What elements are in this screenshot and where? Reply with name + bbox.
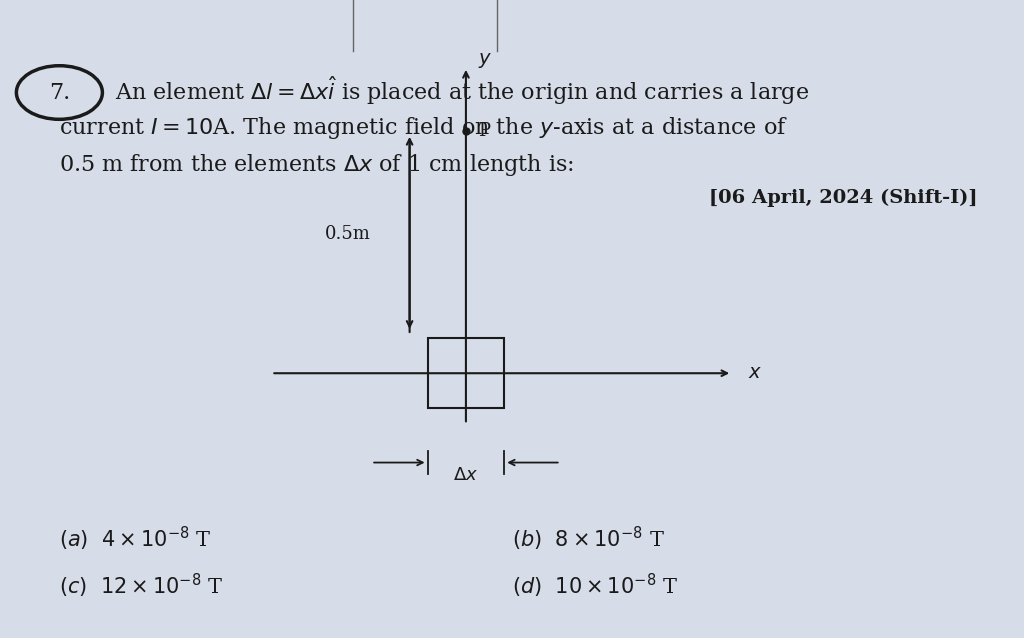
Text: $y$: $y$ bbox=[478, 51, 493, 70]
Text: 7.: 7. bbox=[49, 82, 70, 103]
Text: $(c)$  $12 \times 10^{-8}$ T: $(c)$ $12 \times 10^{-8}$ T bbox=[59, 572, 224, 600]
Bar bbox=[428, 338, 505, 408]
Text: 0.5m: 0.5m bbox=[326, 225, 371, 244]
Text: $x$: $x$ bbox=[748, 364, 762, 382]
Text: 0.5 m from the elements $\Delta x$ of 1 cm length is:: 0.5 m from the elements $\Delta x$ of 1 … bbox=[59, 152, 574, 177]
Text: $(d)$  $10 \times 10^{-8}$ T: $(d)$ $10 \times 10^{-8}$ T bbox=[512, 572, 678, 600]
Text: $(a)$  $4 \times 10^{-8}$ T: $(a)$ $4 \times 10^{-8}$ T bbox=[59, 525, 212, 553]
Text: [06 April, 2024 (Shift-I)]: [06 April, 2024 (Shift-I)] bbox=[710, 189, 978, 207]
Text: $(b)$  $8 \times 10^{-8}$ T: $(b)$ $8 \times 10^{-8}$ T bbox=[512, 525, 665, 553]
Text: P: P bbox=[478, 122, 490, 140]
Text: $\Delta x$: $\Delta x$ bbox=[454, 466, 478, 484]
Text: An element $\Delta l = \Delta x\hat{i}$ is placed at the origin and carries a la: An element $\Delta l = \Delta x\hat{i}$ … bbox=[115, 74, 809, 107]
Text: current $I = 10$A. The magnetic field on the $y$-axis at a distance of: current $I = 10$A. The magnetic field on… bbox=[59, 115, 788, 140]
